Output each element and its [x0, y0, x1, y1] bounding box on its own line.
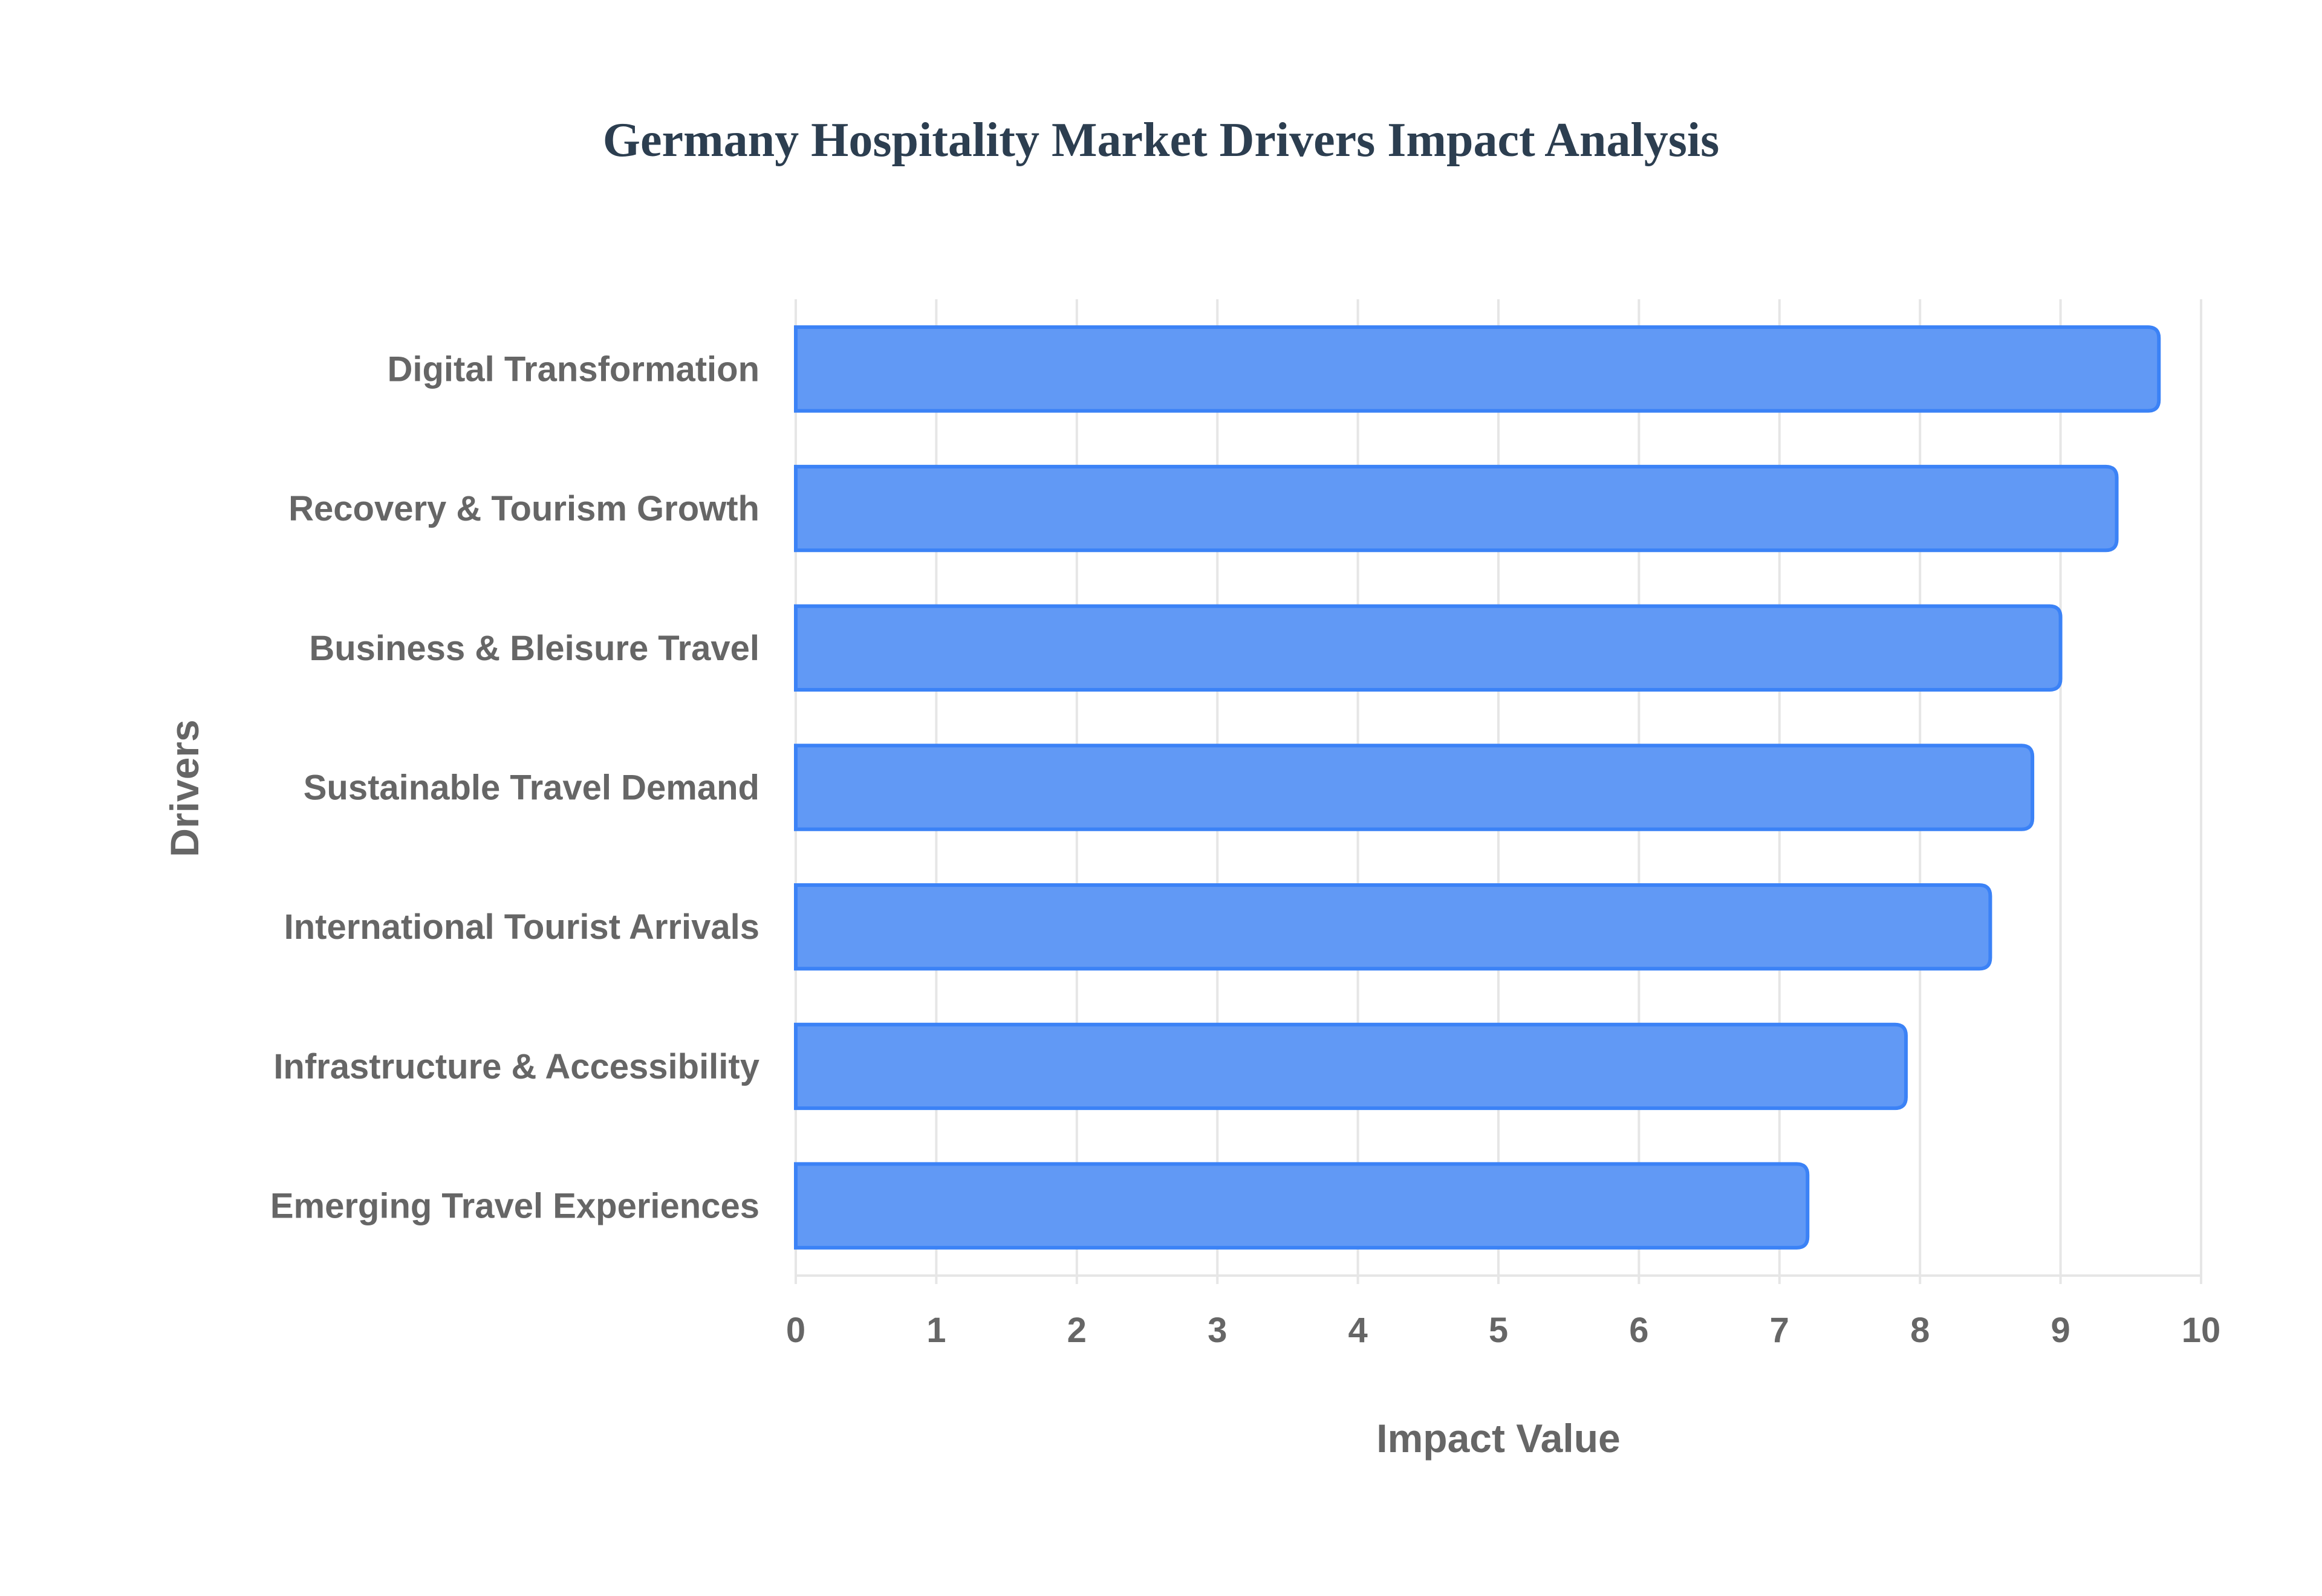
x-tick-label: 8: [1910, 1311, 1930, 1350]
y-tick-label: Sustainable Travel Demand: [304, 768, 759, 808]
y-axis-title: Drivers: [162, 719, 207, 857]
y-tick-label: International Tourist Arrivals: [284, 907, 759, 947]
x-tick-label: 9: [2050, 1311, 2070, 1350]
bar: [794, 744, 2035, 831]
x-tick-label: 5: [1489, 1311, 1508, 1350]
x-tick-label: 7: [1770, 1311, 1789, 1350]
x-tick-label: 4: [1348, 1311, 1367, 1350]
x-tick-label: 2: [1067, 1311, 1087, 1350]
y-tick-label: Recovery & Tourism Growth: [288, 489, 759, 528]
x-tick-label: 10: [2182, 1311, 2221, 1350]
x-tick-labels: 0 1 2 3 4 5 6 7 8 9 10: [786, 1311, 2220, 1350]
bars: [794, 325, 2161, 1250]
y-tick-label: Infrastructure & Accessibility: [273, 1047, 759, 1086]
bar: [794, 464, 2119, 553]
y-tick-labels: Digital Transformation Recovery & Tourism…: [270, 349, 759, 1225]
x-tick-label: 1: [926, 1311, 946, 1350]
bar: [794, 1022, 1908, 1111]
x-tick-label: 6: [1629, 1311, 1648, 1350]
x-axis-title: Impact Value: [1376, 1416, 1621, 1461]
x-tick-label: 0: [786, 1311, 805, 1350]
bar: [794, 604, 2063, 692]
y-tick-label: Emerging Travel Experiences: [270, 1187, 759, 1226]
x-tick-label: 3: [1208, 1311, 1227, 1350]
y-tick-label: Business & Bleisure Travel: [309, 629, 759, 668]
bar: [794, 325, 2161, 413]
bar: [794, 1162, 1810, 1250]
y-tick-label: Digital Transformation: [387, 349, 759, 389]
bar: [794, 883, 1992, 971]
chart-title: Germany Hospitality Market Drivers Impac…: [603, 114, 1719, 167]
